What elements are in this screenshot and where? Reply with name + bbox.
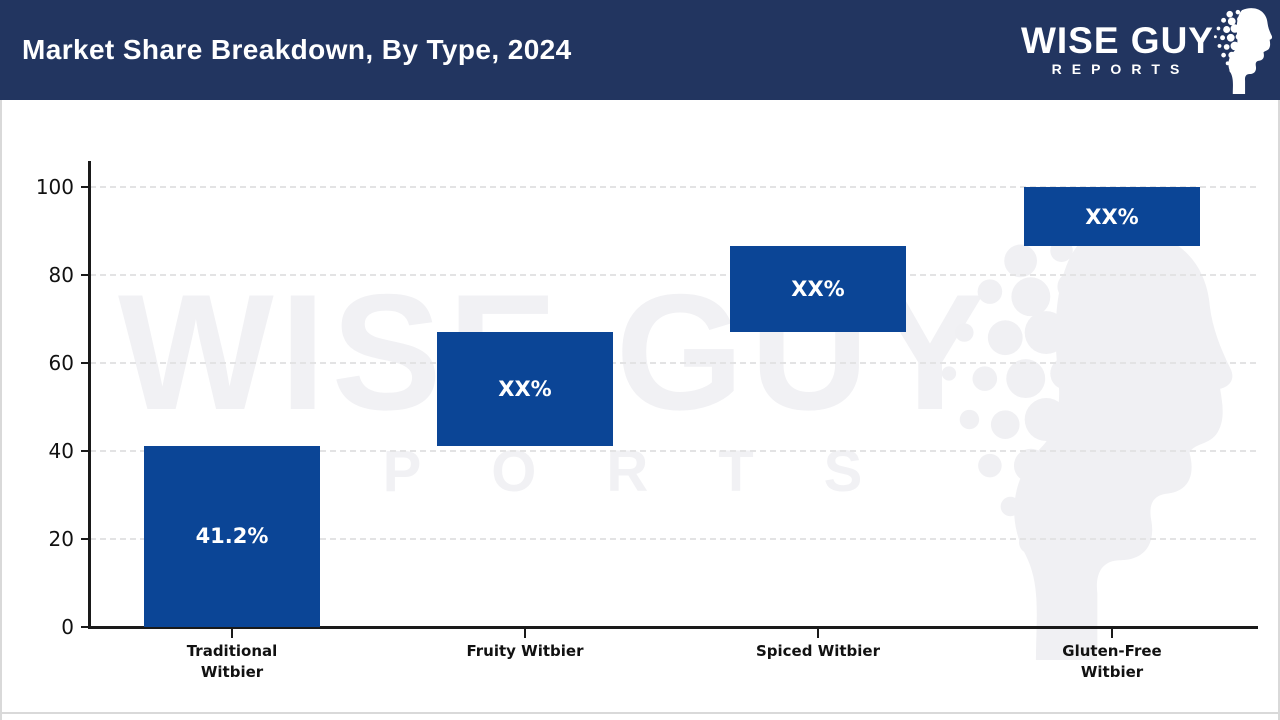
y-axis-tick <box>81 362 90 364</box>
bar-value-label: XX% <box>1085 204 1139 229</box>
y-tick-label: 40 <box>48 439 74 463</box>
bar-segment: XX% <box>730 246 906 333</box>
x-axis-tick <box>1111 629 1113 638</box>
logo-text: WISE GUY REPORTS <box>1021 22 1214 77</box>
bar-segment: XX% <box>1024 187 1200 247</box>
x-tick-label-line: Gluten-Free <box>1062 642 1162 660</box>
x-tick-label: Gluten-Free Witbier <box>1002 641 1222 683</box>
wiseguy-logo: WISE GUY REPORTS <box>1020 0 1280 100</box>
x-tick-label-line: Witbier <box>200 663 264 681</box>
bar-segment: XX% <box>437 332 613 446</box>
x-axis-line <box>88 626 1258 629</box>
gridline <box>90 362 1256 364</box>
x-tick-label-line: Witbier <box>1080 663 1144 681</box>
bar-value-label: XX% <box>791 277 845 302</box>
x-tick-label-line: Traditional <box>186 642 278 660</box>
logo-subtitle: REPORTS <box>1051 61 1190 77</box>
header-bar: Market Share Breakdown, By Type, 2024 WI… <box>0 0 1280 100</box>
bar-value-label: 41.2% <box>195 524 269 549</box>
watermark-head-icon <box>941 230 1233 660</box>
y-axis-tick <box>81 186 90 188</box>
y-axis-line <box>88 161 91 629</box>
chart-area: WISE GUY REPORTS 0 20 40 60 80 100 41.2% Tradit… <box>0 100 1280 720</box>
x-axis-tick <box>524 629 526 638</box>
bar-segment: 41.2% <box>144 445 320 627</box>
y-tick-label: 20 <box>48 527 74 551</box>
y-tick-label: 100 <box>35 175 74 199</box>
gridline <box>90 538 1256 540</box>
y-axis-tick <box>81 450 90 452</box>
y-tick-label: 60 <box>48 351 74 375</box>
x-tick-label: Spiced Witbier <box>708 641 928 662</box>
y-axis-tick <box>81 538 90 540</box>
y-tick-label: 80 <box>48 263 74 287</box>
x-tick-label: Traditional Witbier <box>122 641 342 683</box>
bottom-border <box>2 712 1280 714</box>
y-axis-tick <box>81 626 90 628</box>
x-axis-tick <box>231 629 233 638</box>
y-tick-label: 0 <box>61 615 74 639</box>
x-tick-label-line: Spiced Witbier <box>755 642 880 660</box>
y-axis-tick <box>81 274 90 276</box>
gridline <box>90 450 1256 452</box>
x-axis-tick <box>817 629 819 638</box>
x-tick-label-line: Fruity Witbier <box>466 642 584 660</box>
bar-value-label: XX% <box>498 376 552 401</box>
gridline <box>90 274 1256 276</box>
logo-head-icon <box>1213 8 1273 94</box>
page-title: Market Share Breakdown, By Type, 2024 <box>22 34 572 65</box>
logo-wordmark: WISE GUY <box>1020 20 1214 61</box>
x-tick-label: Fruity Witbier <box>415 641 635 662</box>
gridline <box>90 186 1256 188</box>
